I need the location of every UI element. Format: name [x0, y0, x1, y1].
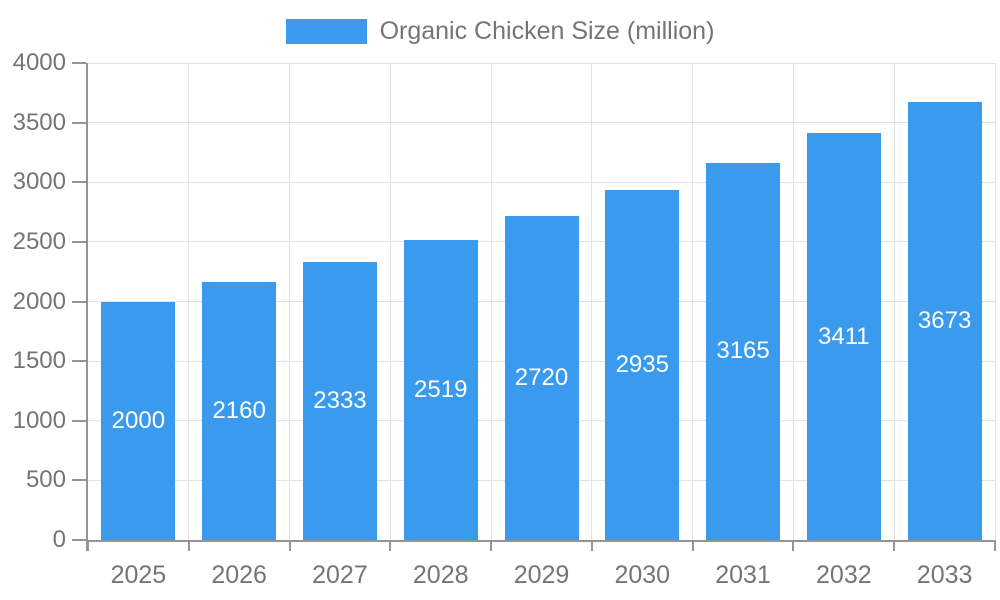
- y-axis-tick-label: 1500: [12, 347, 66, 375]
- bar: 2720: [504, 215, 579, 540]
- y-axis-tick-label: 2000: [12, 287, 66, 315]
- y-axis-tick-label: 3500: [12, 108, 66, 136]
- x-axis-tick: [792, 540, 795, 551]
- gridline-vertical: [289, 63, 291, 540]
- x-axis-tick: [691, 540, 694, 551]
- y-axis-tick: [72, 539, 86, 541]
- bar-value-label: 2935: [615, 351, 669, 378]
- bar: 3165: [706, 162, 781, 540]
- bar: 3411: [806, 133, 881, 540]
- y-axis-tick: [72, 240, 86, 243]
- gridline-vertical: [490, 63, 492, 540]
- y-axis-tick-label: 0: [52, 526, 66, 553]
- y-axis-tick-label: 3000: [12, 168, 66, 196]
- legend-swatch: [285, 19, 367, 44]
- bar: 2000: [101, 301, 176, 540]
- bar-value-label: 2000: [111, 406, 166, 434]
- bar-value-label: 2519: [414, 375, 468, 403]
- x-axis-category-label: 2029: [513, 561, 570, 589]
- y-axis-tick: [72, 360, 86, 363]
- bar: 2160: [202, 282, 277, 540]
- x-axis-tick: [994, 540, 996, 551]
- plot-area: 0 500 1000 1500 2000 2500 3000 3500 4000 2000 2025…: [13, 51, 996, 589]
- y-axis-tick: [72, 62, 86, 64]
- y-axis-tick: [72, 121, 86, 124]
- x-axis-line: [86, 540, 995, 542]
- bar-value-label: 3673: [917, 307, 972, 334]
- bar: 2519: [403, 239, 478, 540]
- x-axis-category-label: 2025: [110, 561, 167, 589]
- y-axis-tick-label: 4000: [12, 49, 66, 76]
- x-axis-category-label: 2030: [614, 561, 671, 589]
- x-axis-tick: [87, 540, 89, 551]
- gridline-vertical: [389, 63, 391, 540]
- x-axis-tick: [187, 540, 190, 551]
- bar: 3673: [907, 102, 982, 540]
- gridline-horizontal: [88, 181, 995, 183]
- bar-value-label: 2720: [514, 363, 569, 391]
- gridline-vertical: [188, 63, 190, 540]
- legend-label: Organic Chicken Size (million): [379, 17, 715, 45]
- bar-value-label: 3165: [716, 337, 770, 365]
- y-axis-tick-label: 500: [25, 466, 66, 494]
- bar: 2935: [605, 190, 680, 540]
- x-axis-tick: [590, 540, 593, 551]
- y-axis-tick-label: 2500: [12, 227, 66, 255]
- bar: 2333: [302, 261, 377, 540]
- y-axis-tick: [72, 181, 86, 184]
- x-axis-category-label: 2028: [412, 561, 469, 589]
- x-axis-tick: [893, 540, 896, 551]
- y-axis-tick: [72, 300, 86, 303]
- bar-value-label: 2160: [212, 397, 266, 425]
- bar-value-label: 3411: [818, 322, 870, 350]
- y-axis-tick: [72, 479, 86, 482]
- y-axis-line: [86, 63, 88, 551]
- gridline-vertical: [792, 63, 794, 540]
- gridline-horizontal: [88, 62, 995, 64]
- y-axis-tick: [72, 419, 86, 422]
- x-axis-category-label: 2026: [211, 561, 267, 589]
- bar-value-label: 2333: [313, 386, 367, 414]
- gridline-vertical: [692, 63, 694, 540]
- gridline-vertical: [591, 63, 593, 540]
- gridline-vertical: [893, 63, 895, 540]
- legend: Organic Chicken Size (million): [0, 17, 1000, 46]
- x-axis-tick: [288, 540, 291, 551]
- gridline-horizontal: [88, 122, 995, 124]
- x-axis-tick: [490, 540, 493, 551]
- x-axis-category-label: 2033: [916, 561, 973, 589]
- gridline-vertical: [994, 63, 996, 540]
- x-axis-tick: [389, 540, 392, 551]
- x-axis-category-label: 2032: [816, 561, 872, 589]
- x-axis-category-label: 2031: [715, 561, 771, 589]
- x-axis-category-label: 2027: [312, 561, 368, 589]
- y-axis-tick-label: 1000: [12, 406, 66, 434]
